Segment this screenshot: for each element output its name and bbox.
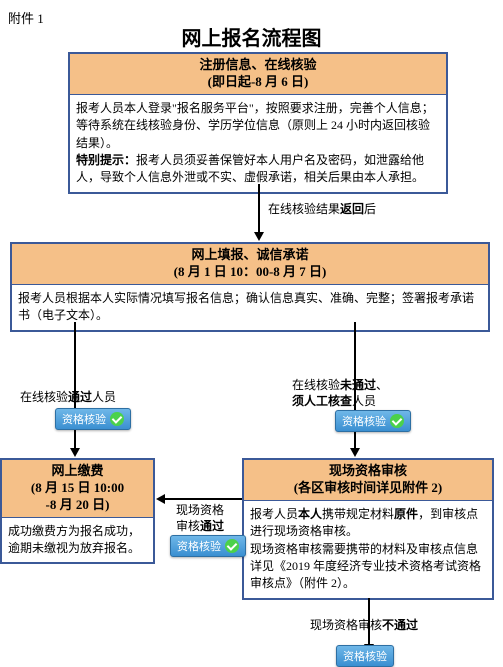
right-label: 在线核验未通过、 须人工核查人员 xyxy=(292,378,388,409)
mid-label: 现场资格 审核通过 xyxy=(176,503,224,534)
text: 现场资格审核 xyxy=(310,618,382,632)
hdr-line: (即日起-8 月 6 日) xyxy=(72,74,444,91)
text: 成功缴费方为报名成功，逾期未缴视为放弃报名。 xyxy=(8,524,140,555)
box-fill-header: 网上填报、诚信承诺 (8 月 1 日 10：00-8 月 7 日) xyxy=(12,244,488,285)
text: 现场资格审核需要携带的材料及审核点信息详见《2019 年度经济专业技术资格考试资… xyxy=(250,542,481,591)
text-bold: 本人 xyxy=(298,507,322,521)
box-fill: 网上填报、诚信承诺 (8 月 1 日 10：00-8 月 7 日) 报考人员根据… xyxy=(10,242,490,332)
box-pay: 网上缴费 (8 月 15 日 10:00 -8 月 20 日) 成功缴费方为报名… xyxy=(0,458,155,564)
text-bold: 通过 xyxy=(200,519,224,533)
text: 报考人员根据本人实际情况填写报名信息；确认信息真实、准确、完整；签署报考承诺书（… xyxy=(18,291,474,322)
check-icon xyxy=(225,539,239,553)
text: 人员 xyxy=(352,394,376,408)
arrowhead xyxy=(254,232,264,241)
box-register: 注册信息、在线核验 (即日起-8 月 6 日) 报考人员本人登录"报名服务平台"… xyxy=(68,52,448,194)
arrow xyxy=(164,498,242,500)
badge-verify[interactable]: 资格核验 xyxy=(170,535,246,557)
text: 携带规定材料 xyxy=(322,507,394,521)
hdr-line: (各区审核时间详见附件 2) xyxy=(246,480,490,497)
page-title: 网上报名流程图 xyxy=(0,22,503,51)
text-bold: 须人工核查 xyxy=(292,394,352,408)
bottom-label: 现场资格审核不通过 xyxy=(310,618,418,634)
box-register-body: 报考人员本人登录"报名服务平台"，按照要求注册，完善个人信息；等待系统在线核验身… xyxy=(70,95,446,192)
badge-text: 资格核验 xyxy=(343,648,387,664)
edge-label-return: 在线核验结果返回后 xyxy=(268,202,376,218)
check-icon xyxy=(110,412,124,426)
text-bold: 原件 xyxy=(394,507,418,521)
text: 后 xyxy=(364,202,376,216)
text: 报考人员 xyxy=(250,507,298,521)
arrowhead xyxy=(350,448,360,457)
box-onsite-header: 现场资格审核 (各区审核时间详见附件 2) xyxy=(244,460,492,501)
box-register-header: 注册信息、在线核验 (即日起-8 月 6 日) xyxy=(70,54,446,95)
arrow xyxy=(258,184,260,234)
arrow xyxy=(74,322,76,450)
text: 在线核验结果 xyxy=(268,202,340,216)
text: 、 xyxy=(376,378,388,392)
text: 在线核验 xyxy=(20,390,68,404)
text-bold: 返回 xyxy=(340,202,364,216)
text-bold: 未通过 xyxy=(340,378,376,392)
text-bold: 通过 xyxy=(68,390,92,404)
hdr-line: (8 月 15 日 10:00 xyxy=(4,480,151,497)
text: 现场资格 xyxy=(176,503,224,517)
text-bold: 特别提示： xyxy=(76,153,136,167)
box-pay-body: 成功缴费方为报名成功，逾期未缴视为放弃报名。 xyxy=(2,518,153,563)
box-pay-header: 网上缴费 (8 月 15 日 10:00 -8 月 20 日) xyxy=(2,460,153,518)
hdr-line: -8 月 20 日) xyxy=(4,497,151,514)
hdr-line: 注册信息、在线核验 xyxy=(72,57,444,74)
text: 报考人员本人登录"报名服务平台"，按照要求注册，完善个人信息；等待系统在线核验身… xyxy=(76,101,434,150)
text: 审核 xyxy=(176,519,200,533)
arrowhead xyxy=(70,448,80,457)
hdr-line: (8 月 1 日 10：00-8 月 7 日) xyxy=(14,264,486,281)
hdr-line: 网上缴费 xyxy=(4,463,151,480)
text: 人员 xyxy=(92,390,116,404)
box-onsite: 现场资格审核 (各区审核时间详见附件 2) 报考人员本人携带规定材料原件，到审核… xyxy=(242,458,494,600)
text: 在线核验 xyxy=(292,378,340,392)
badge-verify[interactable]: 资格核验 xyxy=(335,410,411,432)
check-icon xyxy=(390,414,404,428)
text-bold: 不通过 xyxy=(382,618,418,632)
badge-text: 资格核验 xyxy=(177,538,221,554)
badge-text: 资格核验 xyxy=(342,413,386,429)
hdr-line: 现场资格审核 xyxy=(246,463,490,480)
left-label: 在线核验通过人员 xyxy=(20,390,116,406)
hdr-line: 网上填报、诚信承诺 xyxy=(14,247,486,264)
arrowhead xyxy=(156,494,165,504)
badge-verify[interactable]: 资格核验 xyxy=(55,408,131,430)
box-fill-body: 报考人员根据本人实际情况填写报名信息；确认信息真实、准确、完整；签署报考承诺书（… xyxy=(12,285,488,330)
box-onsite-body: 报考人员本人携带规定材料原件，到审核点进行现场资格审核。 现场资格审核需要携带的… xyxy=(244,501,492,598)
badge-text: 资格核验 xyxy=(62,411,106,427)
